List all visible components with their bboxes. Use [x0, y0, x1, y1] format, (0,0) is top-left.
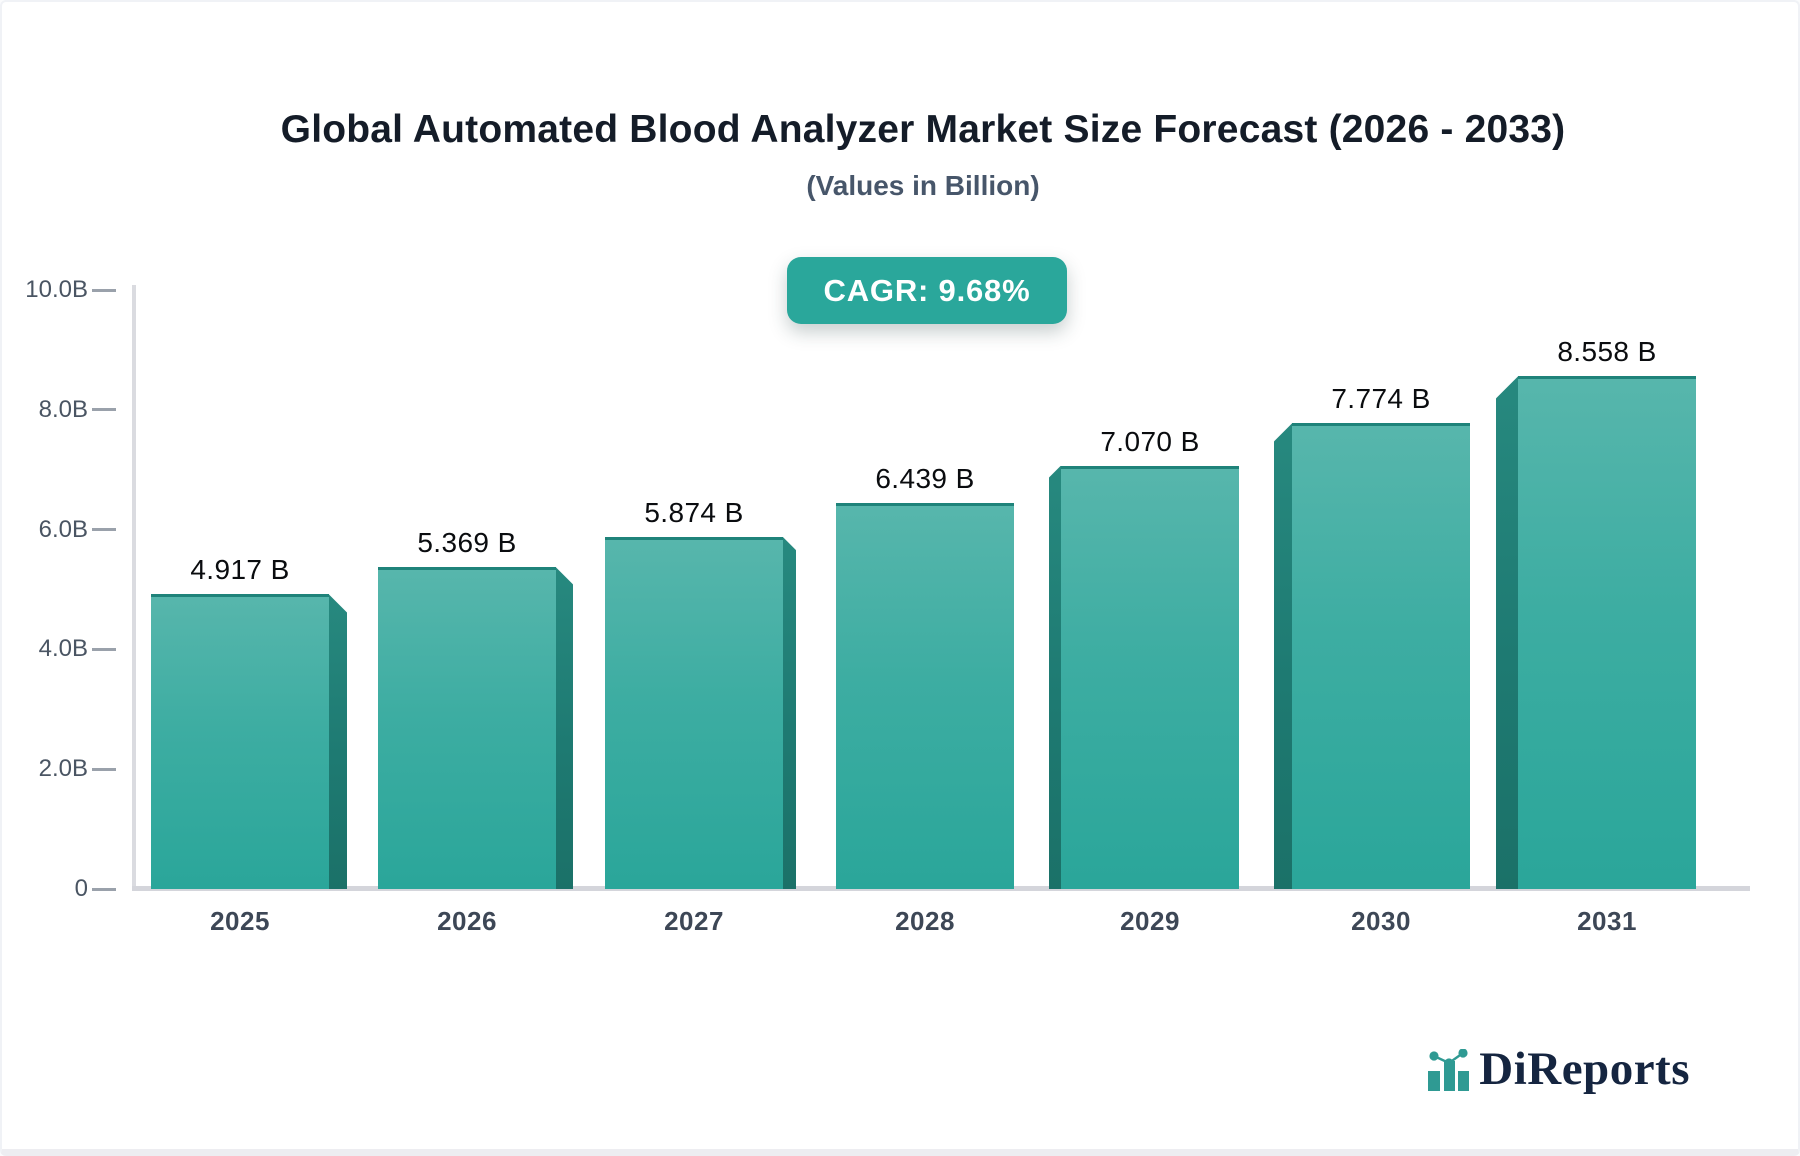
- cagr-badge-label: CAGR: 9.68%: [823, 272, 1031, 308]
- y-axis-tick: [92, 887, 116, 891]
- y-axis-tick: [92, 528, 116, 532]
- direports-wordmark: DiReports: [1479, 1043, 1690, 1095]
- cagr-badge: CAGR: 9.68%: [787, 257, 1067, 324]
- bar-2030-side-face: [1274, 423, 1292, 889]
- y-axis-tick: [92, 767, 116, 771]
- bar-2027-side-face: [783, 537, 796, 889]
- y-axis-tick-label: 2.0B: [38, 755, 88, 783]
- y-axis-tick-label: 0: [74, 875, 88, 902]
- chart-title: Global Automated Blood Analyzer Market S…: [280, 108, 1566, 151]
- y-axis-tick-label: 6.0B: [38, 515, 88, 543]
- y-axis-tick-label: 4.0B: [38, 635, 88, 663]
- bar-2025: [151, 594, 329, 889]
- y-axis-line: [132, 285, 136, 889]
- bar-chart-logo-icon: [1427, 1048, 1471, 1091]
- bar-2027: [605, 537, 783, 889]
- bar-2030: [1292, 423, 1470, 889]
- bar-value-label-2029: 7.070 B: [1100, 425, 1200, 457]
- bar-2031: [1518, 376, 1696, 889]
- x-axis-label-2029: 2029: [1120, 906, 1180, 936]
- x-axis-label-2027: 2027: [664, 906, 724, 936]
- bar-2026: [378, 567, 556, 889]
- bar-value-label-2025: 4.917 B: [190, 554, 290, 586]
- direports-logo: DiReports: [1427, 1043, 1690, 1095]
- bar-value-label-2030: 7.774 B: [1331, 383, 1431, 415]
- bar-value-label-2027: 5.874 B: [644, 497, 744, 529]
- x-axis-label-2025: 2025: [210, 906, 270, 936]
- y-axis-tick: [92, 647, 116, 651]
- x-axis-label-2028: 2028: [895, 906, 955, 936]
- bar-2031-side-face: [1496, 376, 1518, 889]
- bar-2025-side-face: [329, 594, 347, 889]
- x-axis-label-2030: 2030: [1351, 906, 1411, 936]
- x-axis-label-2026: 2026: [437, 906, 497, 936]
- bar-2029: [1061, 465, 1239, 889]
- x-axis-label-2031: 2031: [1577, 906, 1637, 936]
- chart-subtitle: (Values in Billion): [806, 170, 1040, 201]
- bar-value-label-2028: 6.439 B: [875, 463, 975, 495]
- y-axis-tick: [92, 288, 116, 292]
- bar-value-label-2026: 5.369 B: [417, 527, 517, 559]
- bar-2029-side-face: [1049, 465, 1061, 889]
- y-axis-tick-label: 10.0B: [25, 276, 88, 303]
- bar-2026-side-face: [556, 567, 573, 889]
- bar-value-label-2031: 8.558 B: [1557, 336, 1657, 368]
- bar-2028: [836, 503, 1014, 889]
- y-axis-tick-label: 8.0B: [38, 395, 88, 423]
- y-axis-tick: [92, 408, 116, 412]
